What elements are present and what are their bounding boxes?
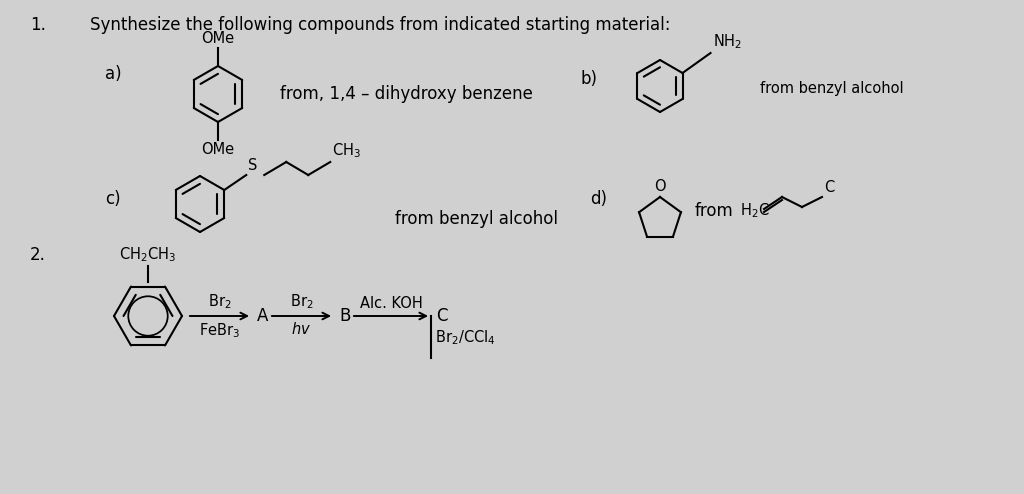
Text: Br$_2$: Br$_2$ (208, 292, 231, 311)
Text: d): d) (590, 190, 607, 208)
Text: O: O (654, 179, 666, 194)
Text: S: S (248, 158, 258, 173)
Text: C: C (436, 307, 447, 325)
Text: b): b) (580, 70, 597, 88)
Text: Synthesize the following compounds from indicated starting material:: Synthesize the following compounds from … (90, 16, 671, 34)
Text: a): a) (105, 65, 122, 83)
Text: CH$_3$: CH$_3$ (332, 141, 361, 160)
Text: Br$_2$: Br$_2$ (290, 292, 313, 311)
Text: 1.: 1. (30, 16, 46, 34)
Text: A: A (257, 307, 268, 325)
Text: C: C (824, 180, 835, 195)
Text: from benzyl alcohol: from benzyl alcohol (760, 82, 903, 96)
Text: from benzyl alcohol: from benzyl alcohol (395, 210, 558, 228)
Text: c): c) (105, 190, 121, 208)
Text: OMe: OMe (202, 31, 234, 46)
Text: OMe: OMe (202, 142, 234, 157)
Text: FeBr$_3$: FeBr$_3$ (199, 321, 240, 340)
Text: NH$_2$: NH$_2$ (713, 32, 741, 51)
Text: from, 1,4 – dihydroxy benzene: from, 1,4 – dihydroxy benzene (280, 85, 532, 103)
Text: B: B (339, 307, 350, 325)
Text: CH$_2$CH$_3$: CH$_2$CH$_3$ (120, 246, 177, 264)
Text: 2.: 2. (30, 246, 46, 264)
Text: H$_2$C: H$_2$C (740, 202, 770, 220)
Text: $hv$: $hv$ (292, 321, 311, 337)
Text: from: from (695, 202, 734, 220)
Text: Alc. KOH: Alc. KOH (359, 296, 422, 311)
Text: Br$_2$/CCl$_4$: Br$_2$/CCl$_4$ (435, 329, 496, 347)
